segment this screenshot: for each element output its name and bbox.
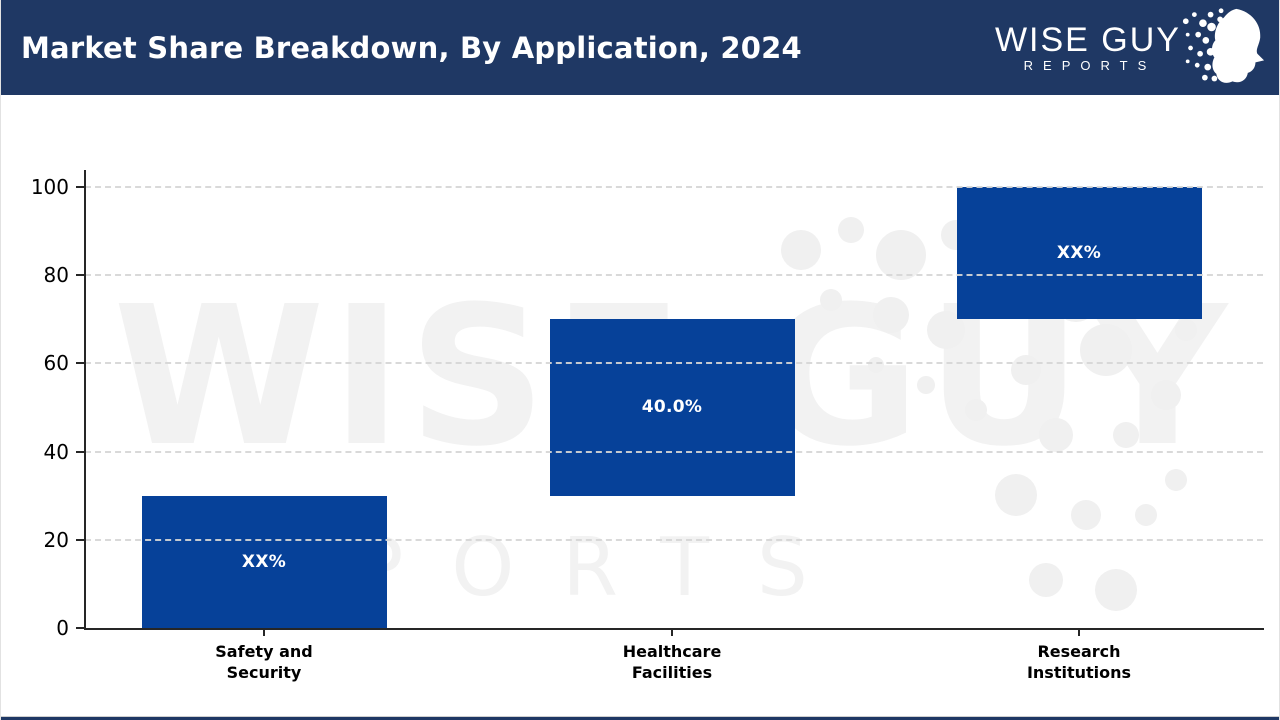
- logo-wordmark-block: WISE GUY REPORTS: [994, 21, 1181, 73]
- x-category-label: Safety and Security: [114, 641, 414, 683]
- y-tick-label: 20: [43, 527, 69, 552]
- y-gridline: [85, 538, 1263, 541]
- x-axis-line: [84, 628, 1264, 630]
- x-category-label-line: Security: [226, 663, 302, 683]
- y-tick-label: 100: [30, 175, 69, 199]
- y-gridline: [85, 450, 1263, 453]
- y-tick-mark: [76, 450, 84, 453]
- x-category-label-line: Research: [1037, 642, 1121, 661]
- y-tick-mark: [76, 627, 84, 629]
- y-gridline: [85, 362, 1263, 365]
- wise-guy-reports-logo: WISE GUY REPORTS: [995, 6, 1267, 90]
- x-tick-mark: [671, 629, 673, 636]
- bar-value-label: XX%: [241, 551, 287, 572]
- x-category-label-line: Facilities: [631, 663, 713, 683]
- x-tick-mark: [1078, 629, 1080, 636]
- logo-subtext: REPORTS: [1023, 57, 1157, 73]
- bar-value-label: 40.0%: [641, 397, 703, 418]
- x-category-label-line: Safety and: [215, 642, 313, 661]
- y-gridline: [85, 274, 1263, 277]
- x-category-label-line: Healthcare: [622, 642, 722, 661]
- y-tick-mark: [76, 274, 84, 277]
- bar-research-institutions: XX%: [956, 187, 1202, 320]
- page-title: Market Share Breakdown, By Application, …: [21, 30, 802, 65]
- y-gridline: [85, 186, 1263, 188]
- y-tick-label: 0: [56, 616, 69, 640]
- footer-bar: [1, 717, 1279, 720]
- y-tick-mark: [76, 186, 84, 188]
- x-category-label: Research Institutions: [929, 641, 1229, 683]
- dotted-face-logo-icon: [1182, 8, 1265, 83]
- bar-value-label: XX%: [1056, 243, 1102, 264]
- figure-border: [1, 716, 1279, 717]
- bar-safety-and-security: XX%: [141, 495, 387, 628]
- logo-wordmark: WISE GUY: [994, 21, 1181, 59]
- y-tick-mark: [76, 362, 84, 365]
- header-bar: Market Share Breakdown, By Application, …: [1, 0, 1279, 95]
- y-tick-label: 40: [43, 439, 69, 464]
- y-axis-line: [84, 170, 86, 630]
- bar-healthcare-facilities: 40.0%: [549, 319, 795, 496]
- y-tick-label: 80: [43, 263, 69, 288]
- x-tick-mark: [263, 629, 265, 636]
- x-category-label-line: Institutions: [1026, 663, 1132, 683]
- x-category-label: Healthcare Facilities: [522, 641, 822, 683]
- y-tick-mark: [76, 538, 84, 541]
- y-tick-label: 60: [43, 351, 69, 376]
